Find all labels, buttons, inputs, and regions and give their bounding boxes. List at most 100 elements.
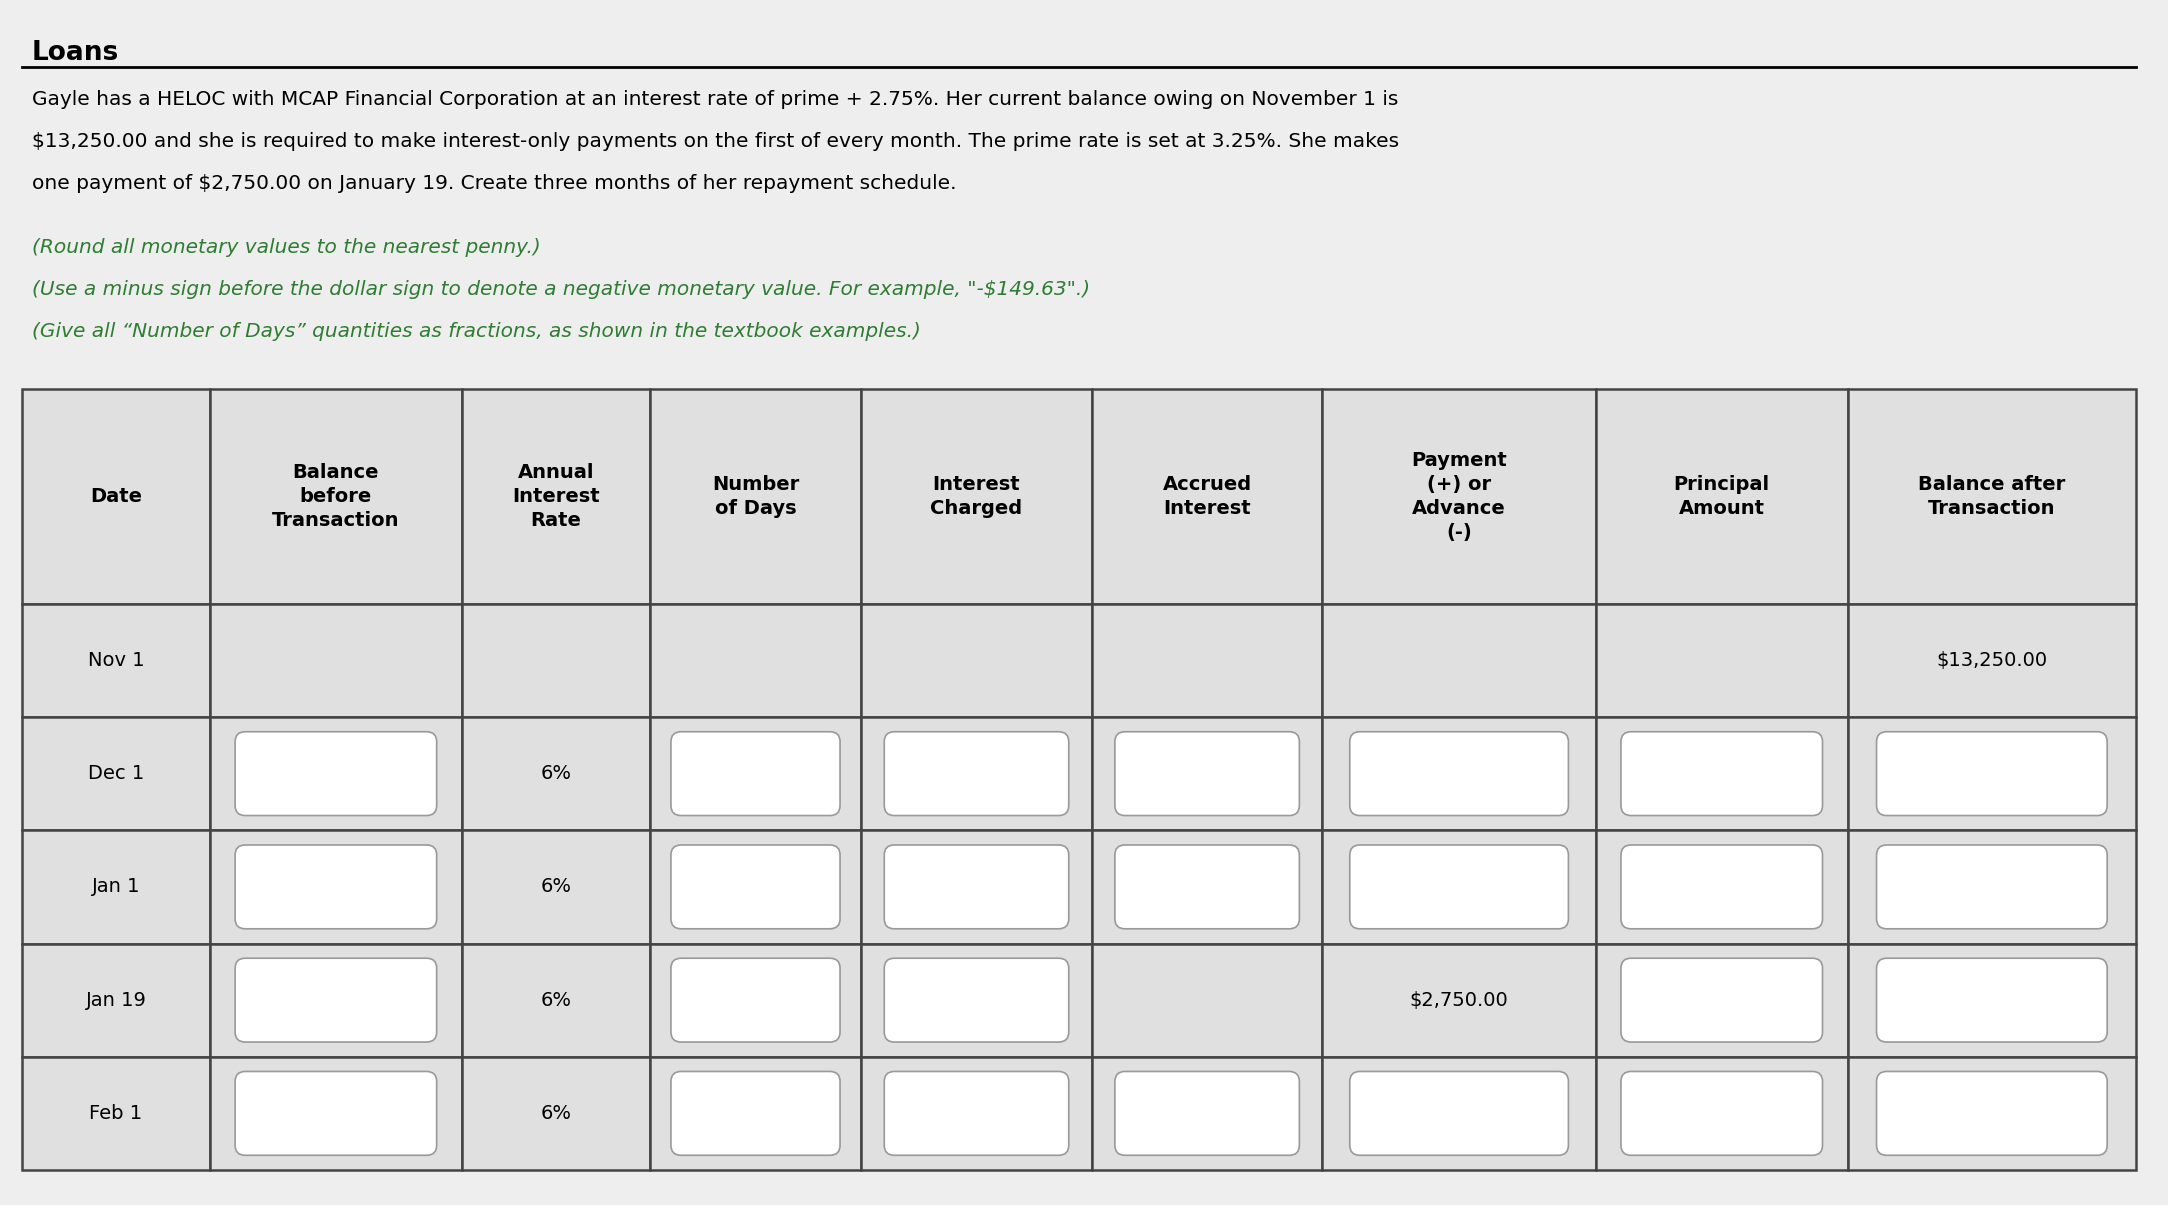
Text: Date: Date bbox=[89, 487, 141, 506]
FancyBboxPatch shape bbox=[670, 958, 839, 1042]
FancyBboxPatch shape bbox=[1622, 731, 1823, 816]
Text: Feb 1: Feb 1 bbox=[89, 1104, 143, 1123]
FancyBboxPatch shape bbox=[1877, 731, 2107, 816]
FancyBboxPatch shape bbox=[1622, 845, 1823, 929]
Text: Balance
before
Transaction: Balance before Transaction bbox=[273, 463, 399, 530]
Text: 6%: 6% bbox=[540, 877, 572, 897]
FancyBboxPatch shape bbox=[1114, 845, 1299, 929]
Bar bbox=[1093, 717, 1322, 830]
Text: Jan 19: Jan 19 bbox=[85, 991, 147, 1010]
Bar bbox=[861, 1057, 1093, 1170]
Bar bbox=[462, 944, 650, 1057]
Text: (Round all monetary values to the nearest penny.): (Round all monetary values to the neares… bbox=[33, 239, 540, 257]
Text: (Give all “Number of Days” quantities as fractions, as shown in the textbook exa: (Give all “Number of Days” quantities as… bbox=[33, 322, 921, 341]
Bar bbox=[210, 830, 462, 944]
FancyBboxPatch shape bbox=[1622, 1071, 1823, 1156]
FancyBboxPatch shape bbox=[1114, 1071, 1299, 1156]
Bar bbox=[1093, 944, 1322, 1057]
FancyBboxPatch shape bbox=[234, 731, 436, 816]
Bar bbox=[462, 830, 650, 944]
Bar bbox=[1322, 389, 1596, 604]
Bar bbox=[210, 944, 462, 1057]
Text: Nov 1: Nov 1 bbox=[87, 651, 145, 670]
Bar bbox=[1322, 604, 1596, 717]
Text: Balance after
Transaction: Balance after Transaction bbox=[1919, 475, 2066, 518]
Bar bbox=[1847, 1057, 2135, 1170]
Text: 6%: 6% bbox=[540, 991, 572, 1010]
FancyBboxPatch shape bbox=[885, 958, 1069, 1042]
Bar bbox=[462, 717, 650, 830]
Bar bbox=[22, 944, 210, 1057]
Text: Number
of Days: Number of Days bbox=[711, 475, 800, 518]
Bar bbox=[1847, 830, 2135, 944]
Text: 6%: 6% bbox=[540, 764, 572, 783]
Text: Loans: Loans bbox=[33, 40, 119, 66]
Bar bbox=[22, 1057, 210, 1170]
Bar bbox=[1596, 389, 1847, 604]
FancyBboxPatch shape bbox=[670, 731, 839, 816]
FancyBboxPatch shape bbox=[885, 1071, 1069, 1156]
FancyBboxPatch shape bbox=[234, 1071, 436, 1156]
Bar bbox=[1093, 830, 1322, 944]
Bar bbox=[1847, 717, 2135, 830]
Bar bbox=[1847, 604, 2135, 717]
Bar bbox=[22, 717, 210, 830]
Bar bbox=[22, 389, 210, 604]
Text: $13,250.00: $13,250.00 bbox=[1936, 651, 2047, 670]
Text: Annual
Interest
Rate: Annual Interest Rate bbox=[512, 463, 601, 530]
Bar bbox=[650, 604, 861, 717]
Bar bbox=[22, 604, 210, 717]
Bar bbox=[861, 389, 1093, 604]
Bar bbox=[462, 604, 650, 717]
Bar bbox=[650, 944, 861, 1057]
Bar bbox=[1847, 389, 2135, 604]
Bar bbox=[1322, 1057, 1596, 1170]
Bar bbox=[861, 717, 1093, 830]
Bar bbox=[650, 830, 861, 944]
Text: 6%: 6% bbox=[540, 1104, 572, 1123]
FancyBboxPatch shape bbox=[670, 845, 839, 929]
Bar bbox=[1847, 944, 2135, 1057]
Text: $2,750.00: $2,750.00 bbox=[1409, 991, 1509, 1010]
Text: Accrued
Interest: Accrued Interest bbox=[1162, 475, 1251, 518]
Bar bbox=[861, 944, 1093, 1057]
Bar bbox=[861, 830, 1093, 944]
Bar bbox=[1596, 1057, 1847, 1170]
Bar bbox=[650, 717, 861, 830]
Bar bbox=[1596, 830, 1847, 944]
FancyBboxPatch shape bbox=[885, 845, 1069, 929]
Bar bbox=[1322, 944, 1596, 1057]
FancyBboxPatch shape bbox=[1622, 958, 1823, 1042]
FancyBboxPatch shape bbox=[1877, 958, 2107, 1042]
Text: Gayle has a HELOC with MCAP Financial Corporation at an interest rate of prime +: Gayle has a HELOC with MCAP Financial Co… bbox=[33, 90, 1398, 108]
Bar bbox=[650, 389, 861, 604]
Bar bbox=[1093, 1057, 1322, 1170]
FancyBboxPatch shape bbox=[1114, 731, 1299, 816]
Bar bbox=[22, 830, 210, 944]
Bar bbox=[462, 1057, 650, 1170]
Bar bbox=[1322, 830, 1596, 944]
FancyBboxPatch shape bbox=[885, 731, 1069, 816]
Bar bbox=[861, 604, 1093, 717]
FancyBboxPatch shape bbox=[1877, 845, 2107, 929]
Bar bbox=[1596, 717, 1847, 830]
Text: Payment
(+) or
Advance
(-): Payment (+) or Advance (-) bbox=[1411, 451, 1507, 542]
Bar bbox=[1596, 604, 1847, 717]
FancyBboxPatch shape bbox=[670, 1071, 839, 1156]
Bar bbox=[1093, 604, 1322, 717]
Text: one payment of $2,750.00 on January 19. Create three months of her repayment sch: one payment of $2,750.00 on January 19. … bbox=[33, 174, 956, 193]
FancyBboxPatch shape bbox=[234, 958, 436, 1042]
Bar bbox=[1093, 389, 1322, 604]
Bar bbox=[1322, 717, 1596, 830]
Bar bbox=[462, 389, 650, 604]
FancyBboxPatch shape bbox=[234, 845, 436, 929]
FancyBboxPatch shape bbox=[1877, 1071, 2107, 1156]
Bar bbox=[210, 604, 462, 717]
Bar bbox=[210, 1057, 462, 1170]
FancyBboxPatch shape bbox=[1351, 731, 1567, 816]
Text: $13,250.00 and she is required to make interest-only payments on the first of ev: $13,250.00 and she is required to make i… bbox=[33, 133, 1398, 151]
Text: (Use a minus sign before the dollar sign to denote a negative monetary value. Fo: (Use a minus sign before the dollar sign… bbox=[33, 280, 1091, 299]
Bar bbox=[1596, 944, 1847, 1057]
FancyBboxPatch shape bbox=[1351, 845, 1567, 929]
Text: Principal
Amount: Principal Amount bbox=[1674, 475, 1769, 518]
